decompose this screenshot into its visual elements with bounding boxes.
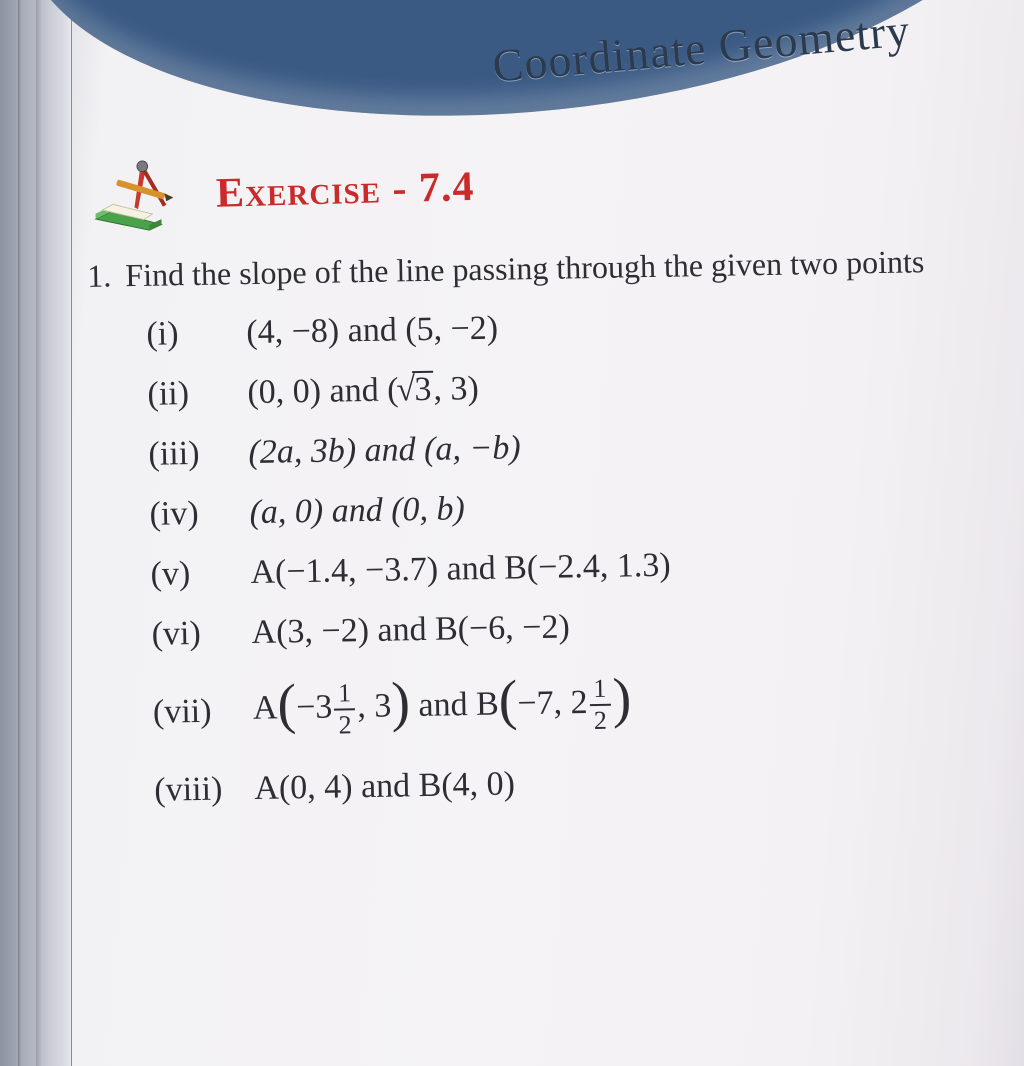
items-list: (i) (4, −8) and (5, −2) (ii) (0, 0) and … (88, 301, 988, 810)
sqrt-expression: 3 (398, 371, 434, 410)
list-item: (viii) A(0, 4) and B(4, 0) (96, 757, 989, 811)
question-line: 1. Find the slope of the line passing th… (87, 242, 980, 295)
item-text: A(−1.4, −3.7) and B(−2.4, 1.3) (250, 547, 671, 592)
item-text: (4, −8) and (5, −2) (246, 310, 498, 352)
item-marker: (vii) (153, 692, 232, 731)
item-text: (0, 0) and (3, 3) (247, 370, 479, 412)
list-item: (iii) (2a, 3b) and (a, −b) (90, 421, 983, 475)
item-text: A(0, 4) and B(4, 0) (254, 765, 515, 808)
list-item: (v) A(−1.4, −3.7) and B(−2.4, 1.3) (92, 541, 985, 595)
item-text: (a, 0) and (0, b) (249, 490, 465, 532)
item-marker: (v) (150, 554, 229, 593)
list-item: (iv) (a, 0) and (0, b) (91, 481, 984, 535)
fraction: 12 (334, 680, 356, 738)
list-item: (vii) A(−312, 3) and B(−7, 212) (95, 669, 988, 743)
list-item: (vi) A(3, −2) and B(−6, −2) (93, 601, 986, 655)
exercise-heading-row: Exercise - 7.4 (87, 147, 475, 237)
item-marker: (iv) (149, 494, 228, 533)
question-block: 1. Find the slope of the line passing th… (87, 242, 989, 832)
item-marker: (i) (146, 314, 225, 353)
item-text: A(−312, 3) and B(−7, 212) (252, 675, 631, 740)
item-text: (2a, 3b) and (a, −b) (248, 429, 521, 472)
item-marker: (ii) (147, 374, 226, 413)
exercise-title: Exercise - 7.4 (215, 163, 475, 218)
textbook-page: Coordinate Geometry Exercise - 7.4 (0, 0, 1024, 1066)
list-item: (i) (4, −8) and (5, −2) (88, 301, 981, 355)
list-item: (ii) (0, 0) and (3, 3) (89, 361, 982, 415)
item-marker: (vi) (151, 614, 230, 653)
fraction: 12 (589, 676, 611, 734)
question-text: Find the slope of the line passing throu… (125, 243, 925, 293)
drafting-tools-icon (87, 154, 199, 237)
item-marker: (viii) (154, 770, 233, 809)
item-marker: (iii) (148, 434, 227, 473)
question-number: 1. (87, 257, 122, 295)
book-spine-shadow (0, 0, 72, 1066)
item-text: A(3, −2) and B(−6, −2) (251, 608, 570, 652)
